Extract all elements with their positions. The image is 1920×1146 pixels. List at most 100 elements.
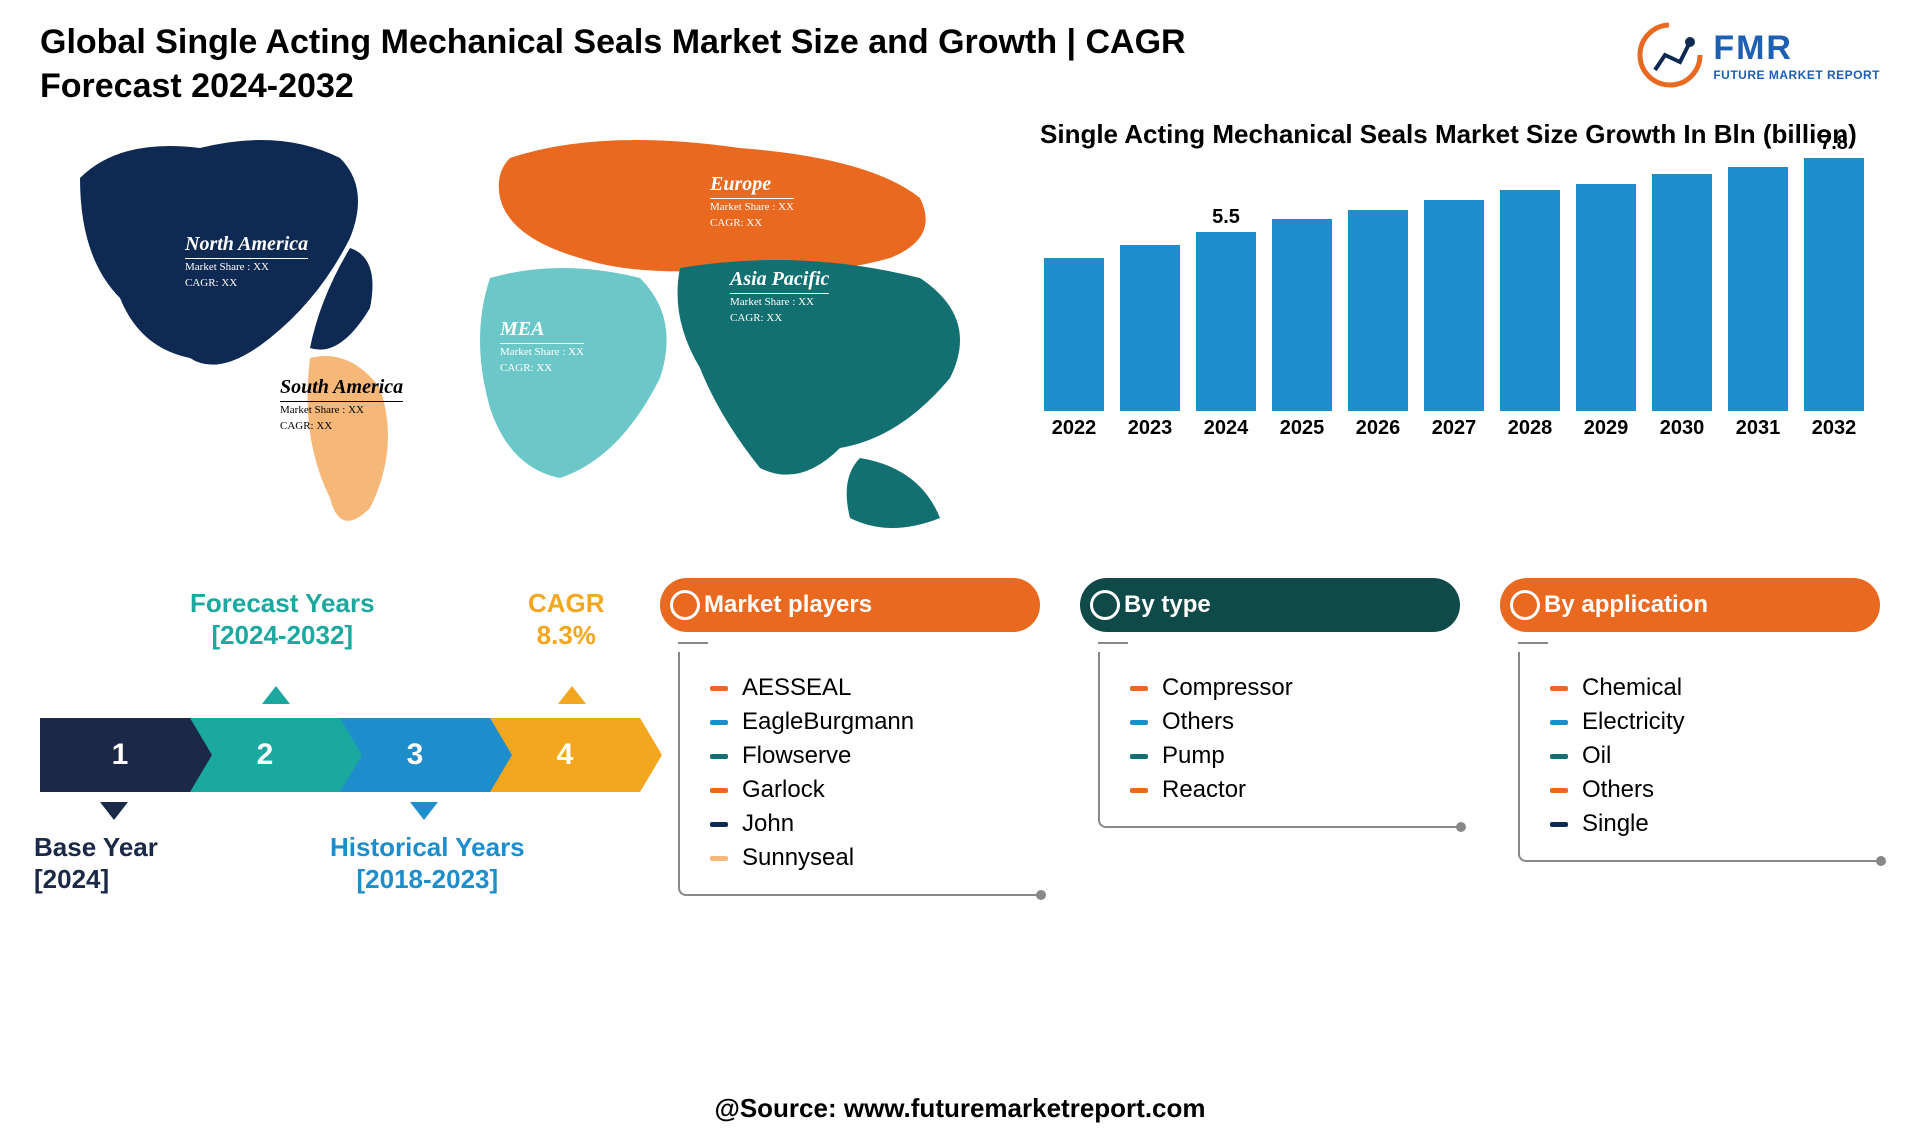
list-item: Garlock <box>710 776 1032 804</box>
arrow-base <box>100 802 128 820</box>
bar-value-label: 7.8 <box>1804 132 1864 155</box>
list-item-dash <box>1130 686 1148 691</box>
upper-section: North America Market Share : XX CAGR: XX… <box>40 118 1880 538</box>
label-europe: Europe Market Share : XX CAGR: XX <box>710 173 794 229</box>
bar-x-label: 2027 <box>1432 417 1477 440</box>
list-item-label: EagleBurgmann <box>742 708 914 736</box>
pill-market-players: Market players <box>660 578 1040 632</box>
list-market-players: AESSEAL EagleBurgmann Flowserve Garlock John… <box>678 652 1040 896</box>
col-by-type: By type CompressorOthersPumpReactor <box>1080 578 1460 918</box>
base-label: Base Year [2024] <box>34 832 158 894</box>
list-item-label: Compressor <box>1162 674 1293 702</box>
page-title: Global Single Acting Mechanical Seals Ma… <box>40 20 1240 108</box>
list-item: Pump <box>1130 742 1452 770</box>
list-item-dash <box>710 788 728 793</box>
list-item-dash <box>1130 754 1148 759</box>
bar <box>1044 258 1104 411</box>
bar-wrap: 2023 <box>1116 245 1184 440</box>
bar: 5.5 <box>1196 232 1256 411</box>
arrow-cagr <box>558 686 586 704</box>
list-item: AESSEAL <box>710 674 1032 702</box>
list-item-label: Sunnyseal <box>742 844 854 872</box>
label-asia-pacific: Asia Pacific Market Share : XX CAGR: XX <box>730 268 829 324</box>
bar-wrap: 2027 <box>1420 200 1488 440</box>
tl-seg-4: 4 <box>490 718 640 792</box>
list-item-dash <box>1550 822 1568 827</box>
list-item-label: AESSEAL <box>742 674 851 702</box>
list-by-application: ChemicalElectricityOilOthersSingle <box>1518 652 1880 862</box>
bar: 7.8 <box>1804 158 1864 412</box>
bar-x-label: 2029 <box>1584 417 1629 440</box>
bar-x-label: 2024 <box>1204 417 1249 440</box>
list-item: Sunnyseal <box>710 844 1032 872</box>
list-by-type: Compressor Others Pump Reactor <box>1098 652 1460 828</box>
list-item-dash <box>710 686 728 691</box>
bar-x-label: 2025 <box>1280 417 1325 440</box>
list-item-dash <box>710 822 728 827</box>
list-item: John <box>710 810 1032 838</box>
bar-x-label: 2028 <box>1508 417 1553 440</box>
chart-title: Single Acting Mechanical Seals Market Si… <box>1040 118 1880 152</box>
bar-value-label: 5.5 <box>1196 206 1256 229</box>
list-item-dash <box>710 856 728 861</box>
list-item-label: Chemical <box>1582 674 1682 702</box>
list-item-label: Flowserve <box>742 742 851 770</box>
logo-text-block: FMR FUTURE MARKET REPORT <box>1713 29 1880 82</box>
list-item: Reactor <box>1130 776 1452 804</box>
pills-area: Market players AESSEAL EagleBurgmann Flows… <box>660 578 1880 918</box>
bar-x-label: 2026 <box>1356 417 1401 440</box>
bar-chart: Single Acting Mechanical Seals Market Si… <box>1020 118 1880 538</box>
list-item-label: John <box>742 810 794 838</box>
label-south-america: South America Market Share : XX CAGR: XX <box>280 376 403 432</box>
list-item-dash <box>710 754 728 759</box>
bar <box>1272 219 1332 411</box>
logo-subtitle: FUTURE MARKET REPORT <box>1713 68 1880 82</box>
list-item-label: Others <box>1582 776 1654 804</box>
bar-wrap: 2030 <box>1648 174 1716 440</box>
list-item-dash <box>1550 686 1568 691</box>
bar-x-label: 2032 <box>1812 417 1857 440</box>
header: Global Single Acting Mechanical Seals Ma… <box>40 20 1880 108</box>
chart-bars: 2022 2023 5.5 2024 2025 2026 2027 2028 2029 2030 2… <box>1040 160 1880 440</box>
logo: FMR FUTURE MARKET REPORT <box>1635 20 1880 90</box>
bar-wrap: 2031 <box>1724 167 1792 440</box>
list-item-label: Garlock <box>742 776 825 804</box>
world-map: North America Market Share : XX CAGR: XX… <box>40 118 1000 538</box>
list-item-label: Oil <box>1582 742 1611 770</box>
list-item: Compressor <box>1130 674 1452 702</box>
tl-seg-1: 1 <box>40 718 190 792</box>
pill-by-application: By application <box>1500 578 1880 632</box>
bar-wrap: 2022 <box>1040 258 1108 440</box>
arrow-forecast <box>262 686 290 704</box>
label-mea: MEA Market Share : XX CAGR: XX <box>500 318 584 374</box>
bar-x-label: 2023 <box>1128 417 1173 440</box>
logo-icon <box>1635 20 1705 90</box>
bar-wrap: 7.8 2032 <box>1800 158 1868 441</box>
list-item-dash <box>1550 720 1568 725</box>
list-item-dash <box>1550 754 1568 759</box>
col-by-application: By application ChemicalElectricityOilOth… <box>1500 578 1880 918</box>
list-item: EagleBurgmann <box>710 708 1032 736</box>
list-item: Chemical <box>1550 674 1872 702</box>
forecast-label: Forecast Years [2024-2032] <box>190 588 375 650</box>
bar <box>1652 174 1712 411</box>
bar-wrap: 2029 <box>1572 184 1640 441</box>
bar <box>1500 190 1560 411</box>
bar <box>1576 184 1636 412</box>
timeline-bar: 1 2 3 4 <box>40 718 640 792</box>
list-item-label: Others <box>1162 708 1234 736</box>
source-text: @Source: www.futuremarketreport.com <box>0 1093 1920 1124</box>
tl-seg-2: 2 <box>190 718 340 792</box>
bar-wrap: 5.5 2024 <box>1192 232 1260 440</box>
timeline: Forecast Years [2024-2032] CAGR 8.3% 1 2… <box>40 578 630 918</box>
list-item: Others <box>1550 776 1872 804</box>
label-north-america: North America Market Share : XX CAGR: XX <box>185 233 308 289</box>
col-market-players: Market players AESSEAL EagleBurgmann Flows… <box>660 578 1040 918</box>
list-item-label: Reactor <box>1162 776 1246 804</box>
list-item: Flowserve <box>710 742 1032 770</box>
bar-x-label: 2022 <box>1052 417 1097 440</box>
bar-x-label: 2031 <box>1736 417 1781 440</box>
lower-section: Forecast Years [2024-2032] CAGR 8.3% 1 2… <box>40 578 1880 918</box>
bar <box>1348 210 1408 412</box>
list-item-label: Pump <box>1162 742 1225 770</box>
